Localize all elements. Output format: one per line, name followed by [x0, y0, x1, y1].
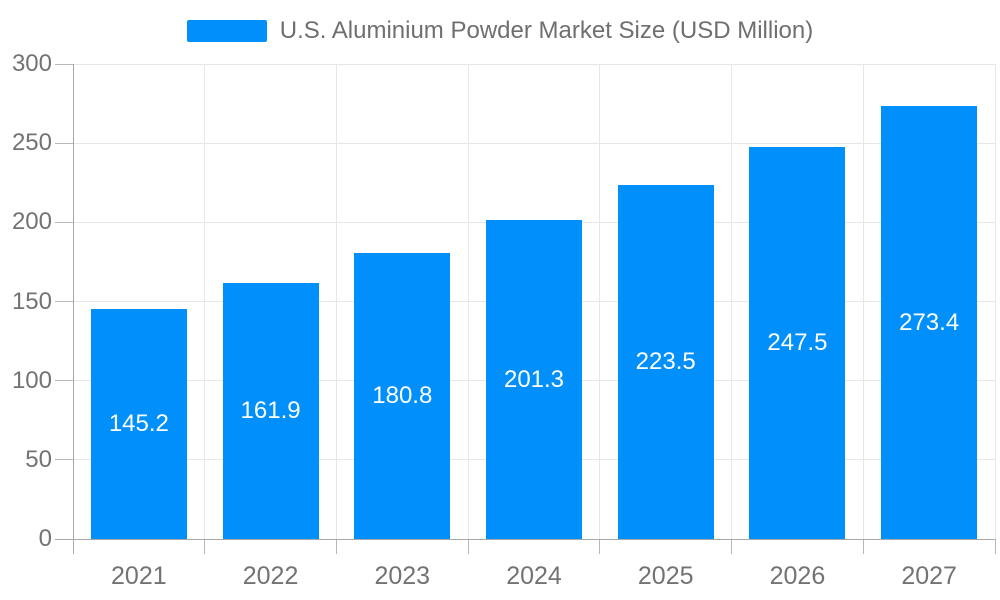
bar-2023[interactable]: 180.8	[354, 252, 451, 539]
bar-2025[interactable]: 223.5	[617, 185, 714, 539]
gridline-vertical	[335, 64, 337, 539]
bar-value-label: 180.8	[372, 381, 433, 409]
y-axis-tick	[55, 142, 73, 144]
x-axis-label: 2021	[111, 562, 167, 590]
x-axis-line	[55, 539, 995, 540]
bar-value-label: 223.5	[635, 348, 696, 376]
legend-label: U.S. Aluminium Powder Market Size (USD M…	[279, 17, 814, 44]
y-axis-label: 200	[11, 208, 52, 236]
x-axis-label: 2027	[901, 562, 957, 590]
x-axis-tick	[731, 539, 733, 554]
x-axis-tick	[335, 539, 337, 554]
bar-value-label: 201.3	[503, 365, 565, 393]
x-axis-tick	[467, 539, 469, 554]
bar-value-label: 161.9	[240, 396, 301, 424]
x-axis-tick	[862, 539, 864, 554]
y-axis-tick	[55, 459, 73, 461]
x-axis-label: 2026	[769, 562, 826, 590]
y-axis-label: 100	[11, 366, 52, 394]
legend-item[interactable]: U.S. Aluminium Powder Market Size (USD M…	[0, 16, 1000, 46]
bar-2022[interactable]: 161.9	[222, 282, 319, 539]
bar-2024[interactable]: 201.3	[486, 220, 582, 539]
gridline-vertical	[204, 64, 206, 539]
y-axis-tick	[55, 221, 73, 223]
bar-value-label: 247.5	[767, 329, 828, 357]
y-axis-tick	[55, 380, 73, 382]
x-axis-tick	[599, 539, 601, 554]
gridline-vertical	[731, 64, 733, 539]
y-axis-label: 300	[11, 50, 52, 77]
gridline-horizontal	[73, 63, 995, 65]
gridline-vertical	[862, 64, 864, 539]
x-axis-label: 2024	[506, 562, 562, 590]
bar-2021[interactable]: 145.2	[90, 309, 187, 539]
y-axis-label: 0	[38, 525, 52, 552]
legend-swatch-icon	[186, 20, 267, 42]
bar-2026[interactable]: 247.5	[749, 147, 846, 539]
y-axis-tick	[55, 63, 73, 65]
gridline-horizontal	[73, 142, 995, 144]
x-axis-tick	[204, 539, 206, 554]
gridline-vertical	[994, 64, 996, 539]
bar-value-label: 273.4	[899, 308, 960, 336]
bar-value-label: 145.2	[108, 410, 169, 438]
x-axis-label: 2025	[637, 562, 694, 590]
x-axis-label: 2022	[242, 562, 299, 590]
y-axis-label: 50	[25, 445, 52, 473]
y-axis-label: 150	[11, 287, 52, 315]
y-axis-tick	[55, 301, 73, 302]
y-axis-label: 250	[11, 129, 52, 157]
bar-2027[interactable]: 273.4	[881, 106, 978, 539]
x-axis-tick	[994, 539, 996, 554]
gridline-vertical	[467, 64, 469, 539]
gridline-vertical	[599, 64, 601, 539]
plot-area: 0 50 100 150 200 250 300 145.2 2021 161.9 2022 180.…	[12, 50, 996, 590]
x-axis-label: 2023	[374, 562, 431, 590]
y-axis-line	[73, 64, 74, 554]
